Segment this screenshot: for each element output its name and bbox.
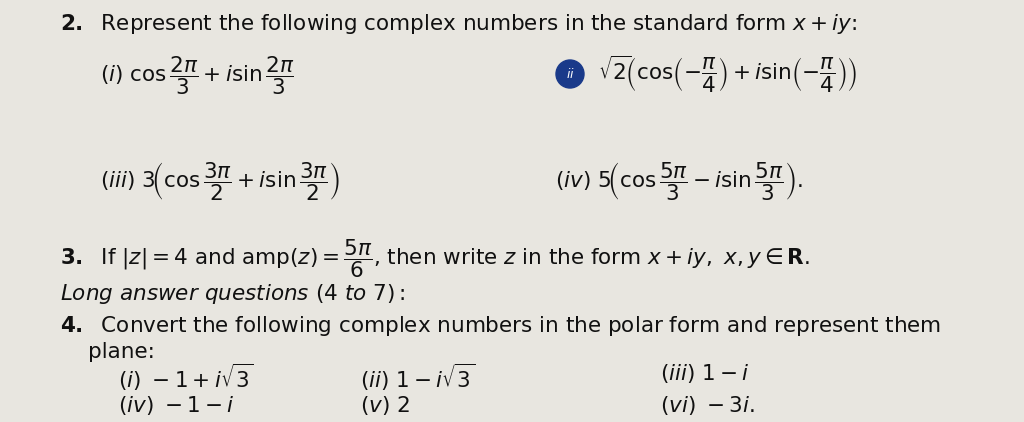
Text: $(v)\ 2$: $(v)\ 2$ <box>360 394 410 417</box>
Text: $(iii)\ 1-i$: $(iii)\ 1-i$ <box>660 362 750 385</box>
Text: $\mathit{ii}$: $\mathit{ii}$ <box>565 67 574 81</box>
Text: $\sqrt{2}\!\left(\cos\!\left(-\dfrac{\pi}{4}\right)+i\sin\!\left(-\dfrac{\pi}{4}: $\sqrt{2}\!\left(\cos\!\left(-\dfrac{\pi… <box>598 54 857 95</box>
Text: $\mathbf{2.}$  Represent the following complex numbers in the standard form $x +: $\mathbf{2.}$ Represent the following co… <box>60 12 857 36</box>
Text: $(iv)\ -1-i$: $(iv)\ -1-i$ <box>118 394 234 417</box>
Text: $(i)\ \cos\dfrac{2\pi}{3} + i\sin\dfrac{2\pi}{3}$: $(i)\ \cos\dfrac{2\pi}{3} + i\sin\dfrac{… <box>100 54 294 97</box>
Text: $(i)\ -1+i\sqrt{3}$: $(i)\ -1+i\sqrt{3}$ <box>118 362 254 393</box>
Text: $(iv)\ 5\!\left(\cos\dfrac{5\pi}{3}-i\sin\dfrac{5\pi}{3}\right).$: $(iv)\ 5\!\left(\cos\dfrac{5\pi}{3}-i\si… <box>555 160 803 203</box>
Text: $(vi)\ -3i.$: $(vi)\ -3i.$ <box>660 394 755 417</box>
Circle shape <box>556 60 584 88</box>
Text: $\mathbf{4.}$  Convert the following complex numbers in the polar form and repre: $\mathbf{4.}$ Convert the following comp… <box>60 314 941 338</box>
Text: $(iii)\ 3\!\left(\cos\dfrac{3\pi}{2}+i\sin\dfrac{3\pi}{2}\right)$: $(iii)\ 3\!\left(\cos\dfrac{3\pi}{2}+i\s… <box>100 160 340 203</box>
Text: $\mathbf{3.}$  If $|z|=4$ and $\mathrm{amp}(z)=\dfrac{5\pi}{6}$, then write $z$ : $\mathbf{3.}$ If $|z|=4$ and $\mathrm{am… <box>60 237 810 280</box>
Text: $(ii)\ 1-i\sqrt{3}$: $(ii)\ 1-i\sqrt{3}$ <box>360 362 475 393</box>
Text: plane:: plane: <box>88 342 155 362</box>
Text: $\mathit{Long\ answer\ questions\ (4\ to\ 7):}$: $\mathit{Long\ answer\ questions\ (4\ to… <box>60 282 406 306</box>
